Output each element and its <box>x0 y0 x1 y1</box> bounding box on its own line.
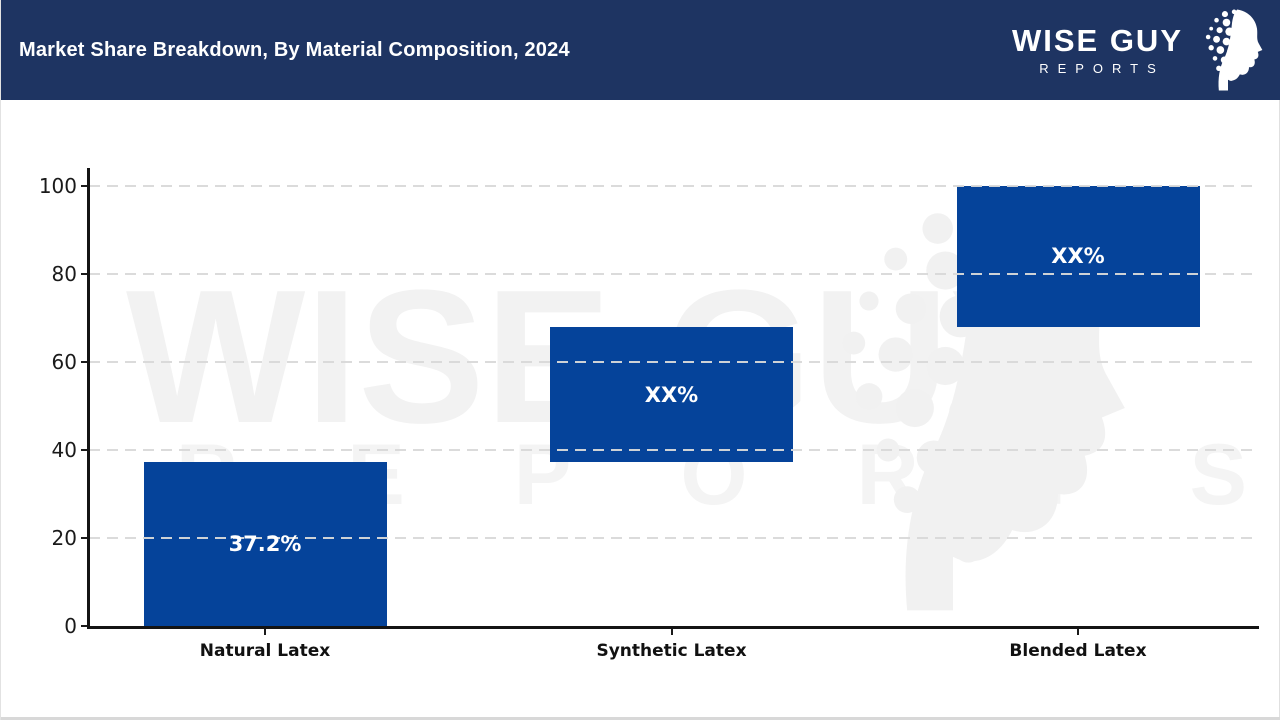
x-axis-line <box>87 626 1259 629</box>
brand-logo-text: WISE GUY REPORTS <box>1012 25 1183 75</box>
y-tick <box>81 185 89 187</box>
bar-value-label: XX% <box>644 382 699 407</box>
gridline-60 <box>89 361 1259 363</box>
brand-logo: WISE GUY REPORTS <box>1012 8 1267 92</box>
gridline-20 <box>89 537 1259 539</box>
brand-subtitle: REPORTS <box>1039 61 1165 76</box>
x-tick <box>264 629 266 635</box>
y-tick-label: 0 <box>64 614 77 638</box>
y-tick <box>81 449 89 451</box>
header-bar: Market Share Breakdown, By Material Comp… <box>1 0 1280 100</box>
y-tick-label: 100 <box>38 174 77 198</box>
y-tick <box>81 537 89 539</box>
gridline-40 <box>89 449 1259 451</box>
category-label-0: Natural Latex <box>199 641 331 661</box>
x-tick <box>1077 629 1079 635</box>
gridline-80 <box>89 273 1259 275</box>
x-tick <box>670 629 673 635</box>
bar-value-label: 37.2% <box>228 532 302 557</box>
y-tick-label: 80 <box>51 262 77 286</box>
bottom-border-line <box>1 717 1280 720</box>
bar-0 <box>143 462 387 626</box>
y-tick <box>81 361 89 363</box>
category-label-1: Synthetic Latex <box>596 641 747 661</box>
y-axis-line <box>87 168 90 629</box>
y-tick-label: 60 <box>51 350 77 374</box>
bar-value-label: XX% <box>1051 244 1105 269</box>
y-tick-label: 40 <box>51 438 77 462</box>
y-tick-label: 20 <box>51 526 77 550</box>
y-tick <box>81 273 89 275</box>
page-title: Market Share Breakdown, By Material Comp… <box>19 38 570 61</box>
bar-1 <box>550 326 793 463</box>
y-tick <box>81 625 89 627</box>
dotted-face-profile-icon <box>1205 9 1263 91</box>
brand-name: WISE GUY <box>1011 23 1183 58</box>
category-label-2: Blended Latex <box>1009 641 1147 661</box>
gridline-100 <box>89 185 1259 187</box>
